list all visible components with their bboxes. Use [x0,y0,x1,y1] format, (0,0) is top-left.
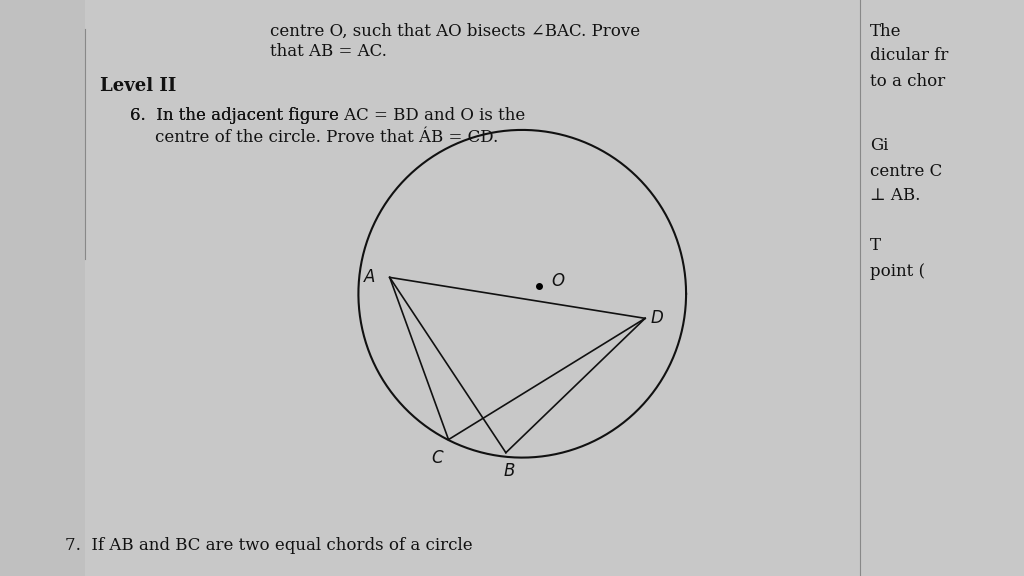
Text: Gi: Gi [870,138,889,154]
Text: centre O, such that AO bisects ∠BAC. Prove: centre O, such that AO bisects ∠BAC. Pro… [270,22,640,40]
Text: T: T [870,237,881,255]
Text: ⊥ AB.: ⊥ AB. [870,188,921,204]
Text: 6.  In the adjacent figure AC = BD and O is the: 6. In the adjacent figure AC = BD and O … [130,108,525,124]
Text: B: B [504,462,515,480]
Text: A: A [365,268,376,286]
Text: The: The [870,22,901,40]
Text: centre of the circle. Prove that ÁB = CD.: centre of the circle. Prove that ÁB = CD… [155,130,499,146]
Text: that AB = AC.: that AB = AC. [270,43,387,59]
Text: centre C: centre C [870,162,942,180]
Text: 6.  In the adjacent figure: 6. In the adjacent figure [130,108,344,124]
Text: Level II: Level II [100,77,176,95]
Text: dicular fr: dicular fr [870,47,948,65]
Text: O: O [552,272,565,290]
Text: 7.  If AB and BC are two equal chords of a circle: 7. If AB and BC are two equal chords of … [65,537,473,555]
Text: C: C [431,449,442,467]
Text: point (: point ( [870,263,925,279]
Text: to a chor: to a chor [870,73,945,89]
Text: D: D [650,309,663,327]
